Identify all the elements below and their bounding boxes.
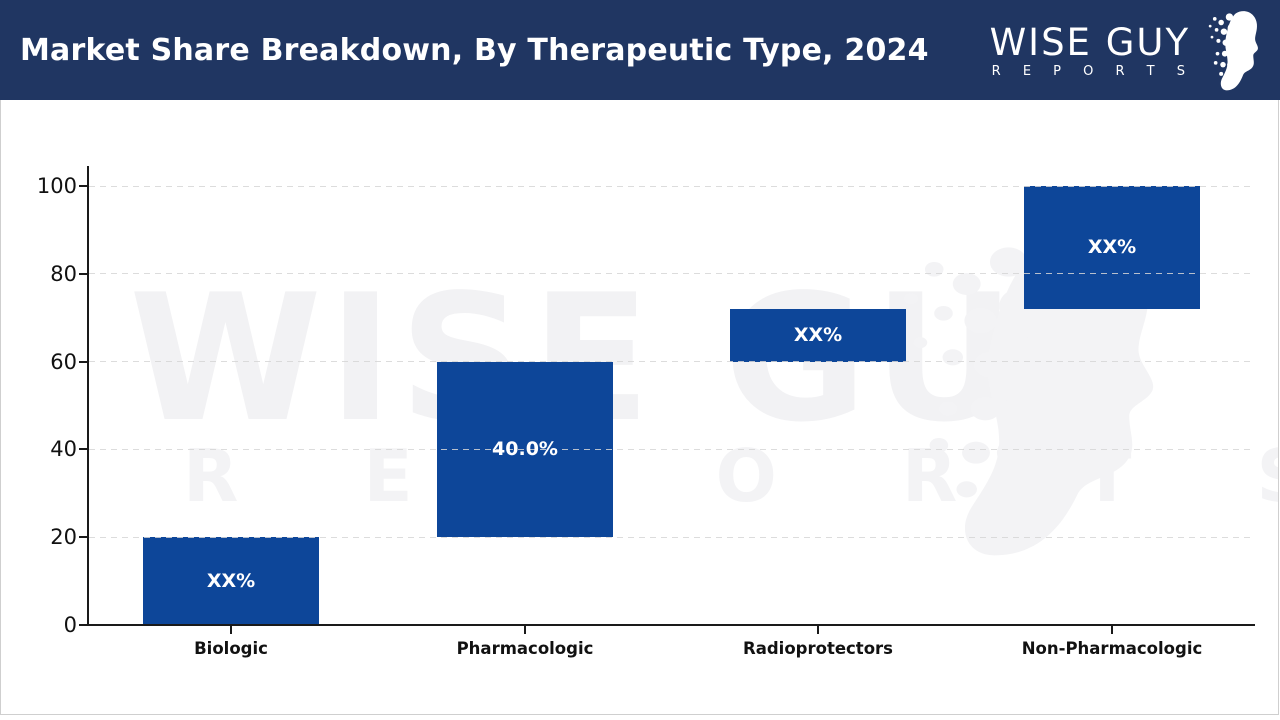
y-tick-mark bbox=[79, 624, 87, 626]
bar-value-label: 40.0% bbox=[492, 438, 558, 461]
x-tick-mark bbox=[230, 626, 232, 634]
header-bar: Market Share Breakdown, By Therapeutic T… bbox=[0, 0, 1280, 100]
chart-title: Market Share Breakdown, By Therapeutic T… bbox=[20, 32, 929, 68]
logo-wordmark: WISE GUY bbox=[989, 20, 1191, 64]
y-tick-mark bbox=[79, 185, 87, 187]
bar-value-label: XX% bbox=[1087, 236, 1137, 259]
x-category-label-radioprotectors: Radioprotectors bbox=[743, 639, 893, 658]
chart-panel: WISE GUY R E P O R T S XX% 40.0% XX% XX% 0 20… bbox=[0, 100, 1279, 715]
watermark-face-icon bbox=[904, 238, 1154, 556]
y-tick-label: 60 bbox=[50, 349, 77, 374]
x-category-label-non-pharmacologic: Non-Pharmacologic bbox=[1021, 639, 1203, 658]
x-tick-mark bbox=[1111, 626, 1113, 634]
y-tick-label: 20 bbox=[50, 525, 77, 550]
logo-text: WISE GUY R E P O R T S bbox=[986, 24, 1194, 79]
gridline-y100 bbox=[89, 185, 1255, 187]
x-category-label-pharmacologic: Pharmacologic bbox=[456, 639, 594, 658]
y-axis-line bbox=[87, 166, 89, 626]
gridline-y20 bbox=[89, 536, 1255, 538]
y-tick-mark bbox=[79, 536, 87, 539]
bar-radioprotectors bbox=[730, 308, 906, 362]
gridline-y60 bbox=[89, 361, 1255, 363]
gridline-y80 bbox=[89, 273, 1255, 275]
y-tick-label: 40 bbox=[50, 437, 77, 462]
x-axis-line bbox=[87, 624, 1255, 626]
x-category-label-biologic: Biologic bbox=[194, 639, 268, 658]
bar-value-label: XX% bbox=[206, 570, 256, 593]
y-tick-label: 80 bbox=[50, 261, 77, 286]
logo-face-icon bbox=[1208, 11, 1258, 91]
x-tick-mark bbox=[524, 626, 526, 634]
y-tick-label: 100 bbox=[36, 174, 77, 198]
y-tick-mark bbox=[79, 360, 87, 363]
y-tick-mark bbox=[79, 272, 87, 275]
x-tick-mark bbox=[817, 626, 819, 634]
wiseguy-logo: WISE GUY R E P O R T S bbox=[986, 6, 1262, 94]
y-tick-label: 0 bbox=[63, 613, 77, 637]
bar-biologic bbox=[143, 537, 319, 625]
bar-non-pharmacologic bbox=[1024, 186, 1200, 309]
bar-value-label: XX% bbox=[793, 324, 843, 347]
y-tick-mark bbox=[79, 448, 87, 451]
logo-subtext: R E P O R T S bbox=[991, 63, 1194, 79]
gridline-y40 bbox=[89, 448, 1255, 450]
